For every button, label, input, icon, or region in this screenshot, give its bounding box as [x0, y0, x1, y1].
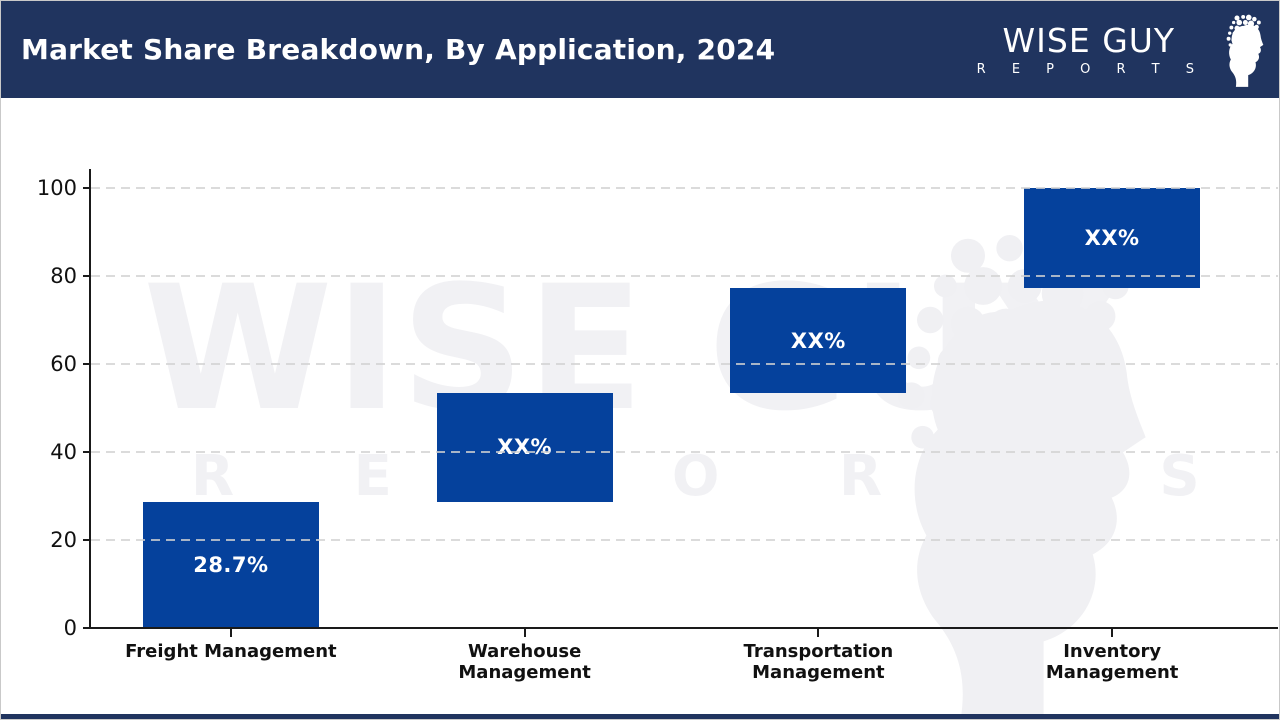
- x-axis-label-line: Management: [752, 662, 885, 683]
- header: Market Share Breakdown, By Application, …: [1, 1, 1279, 98]
- bar-value-label: XX%: [497, 435, 553, 460]
- y-axis-line: [89, 169, 91, 629]
- bar-value-label: 28.7%: [193, 552, 269, 577]
- gridline-60: [91, 362, 1278, 365]
- bar-warehouse-management: XX%: [436, 393, 613, 502]
- bar-transportation-management: XX%: [730, 288, 907, 394]
- brand-logo-text: WISE GUY R E P O R T S: [973, 21, 1205, 78]
- brand-name: WISE GUY: [1002, 21, 1176, 60]
- y-axis-tick: [83, 274, 90, 277]
- footer-bar: [1, 714, 1279, 719]
- brand-logo: WISE GUY R E P O R T S: [973, 10, 1265, 90]
- brand-subtitle: R E P O R T S: [976, 62, 1205, 77]
- brand-head-icon: [1209, 14, 1265, 87]
- y-axis-tick-label: 60: [50, 351, 77, 376]
- gridline-100: [91, 186, 1278, 189]
- y-axis-tick: [83, 186, 90, 189]
- x-axis-tick: [229, 629, 232, 637]
- x-axis-tick: [817, 629, 820, 637]
- x-axis-label-line: Management: [1045, 662, 1179, 683]
- bar-value-label: XX%: [1084, 225, 1140, 250]
- y-axis-tick: [83, 450, 90, 453]
- y-axis-tick-label: 40: [50, 439, 77, 464]
- gridline-40: [91, 450, 1278, 453]
- x-axis-category-label: Transportation Management: [688, 641, 948, 683]
- x-axis-label-line: Freight Management: [125, 641, 337, 662]
- x-axis-line: [89, 627, 1278, 629]
- x-axis-category-label: Freight Management: [101, 641, 361, 662]
- y-axis-tick: [83, 627, 90, 629]
- x-axis-label-line: Transportation: [743, 641, 894, 662]
- y-axis-tick-label: 100: [36, 175, 77, 200]
- bar-inventory-management: XX%: [1024, 187, 1201, 289]
- gridline-20: [91, 538, 1278, 541]
- x-axis-tick: [1111, 629, 1114, 637]
- bar-freight-management: 28.7%: [142, 501, 319, 628]
- y-axis-tick-label: 80: [50, 263, 77, 288]
- x-axis-category-label: Inventory Management: [982, 641, 1242, 683]
- x-axis-tick: [523, 629, 526, 637]
- y-axis-tick-label: 0: [63, 616, 77, 640]
- bar-value-label: XX%: [790, 328, 846, 353]
- x-axis-label-line: Inventory: [1063, 641, 1162, 662]
- gridline-80: [91, 274, 1278, 277]
- page-title: Market Share Breakdown, By Application, …: [21, 33, 776, 66]
- y-axis-tick: [83, 362, 90, 365]
- x-axis-label-line: Management: [458, 662, 591, 683]
- x-axis-label-line: Warehouse: [467, 641, 582, 662]
- x-axis-category-label: Warehouse Management: [395, 641, 655, 683]
- y-axis-tick: [83, 538, 90, 541]
- y-axis-tick-label: 20: [50, 527, 77, 552]
